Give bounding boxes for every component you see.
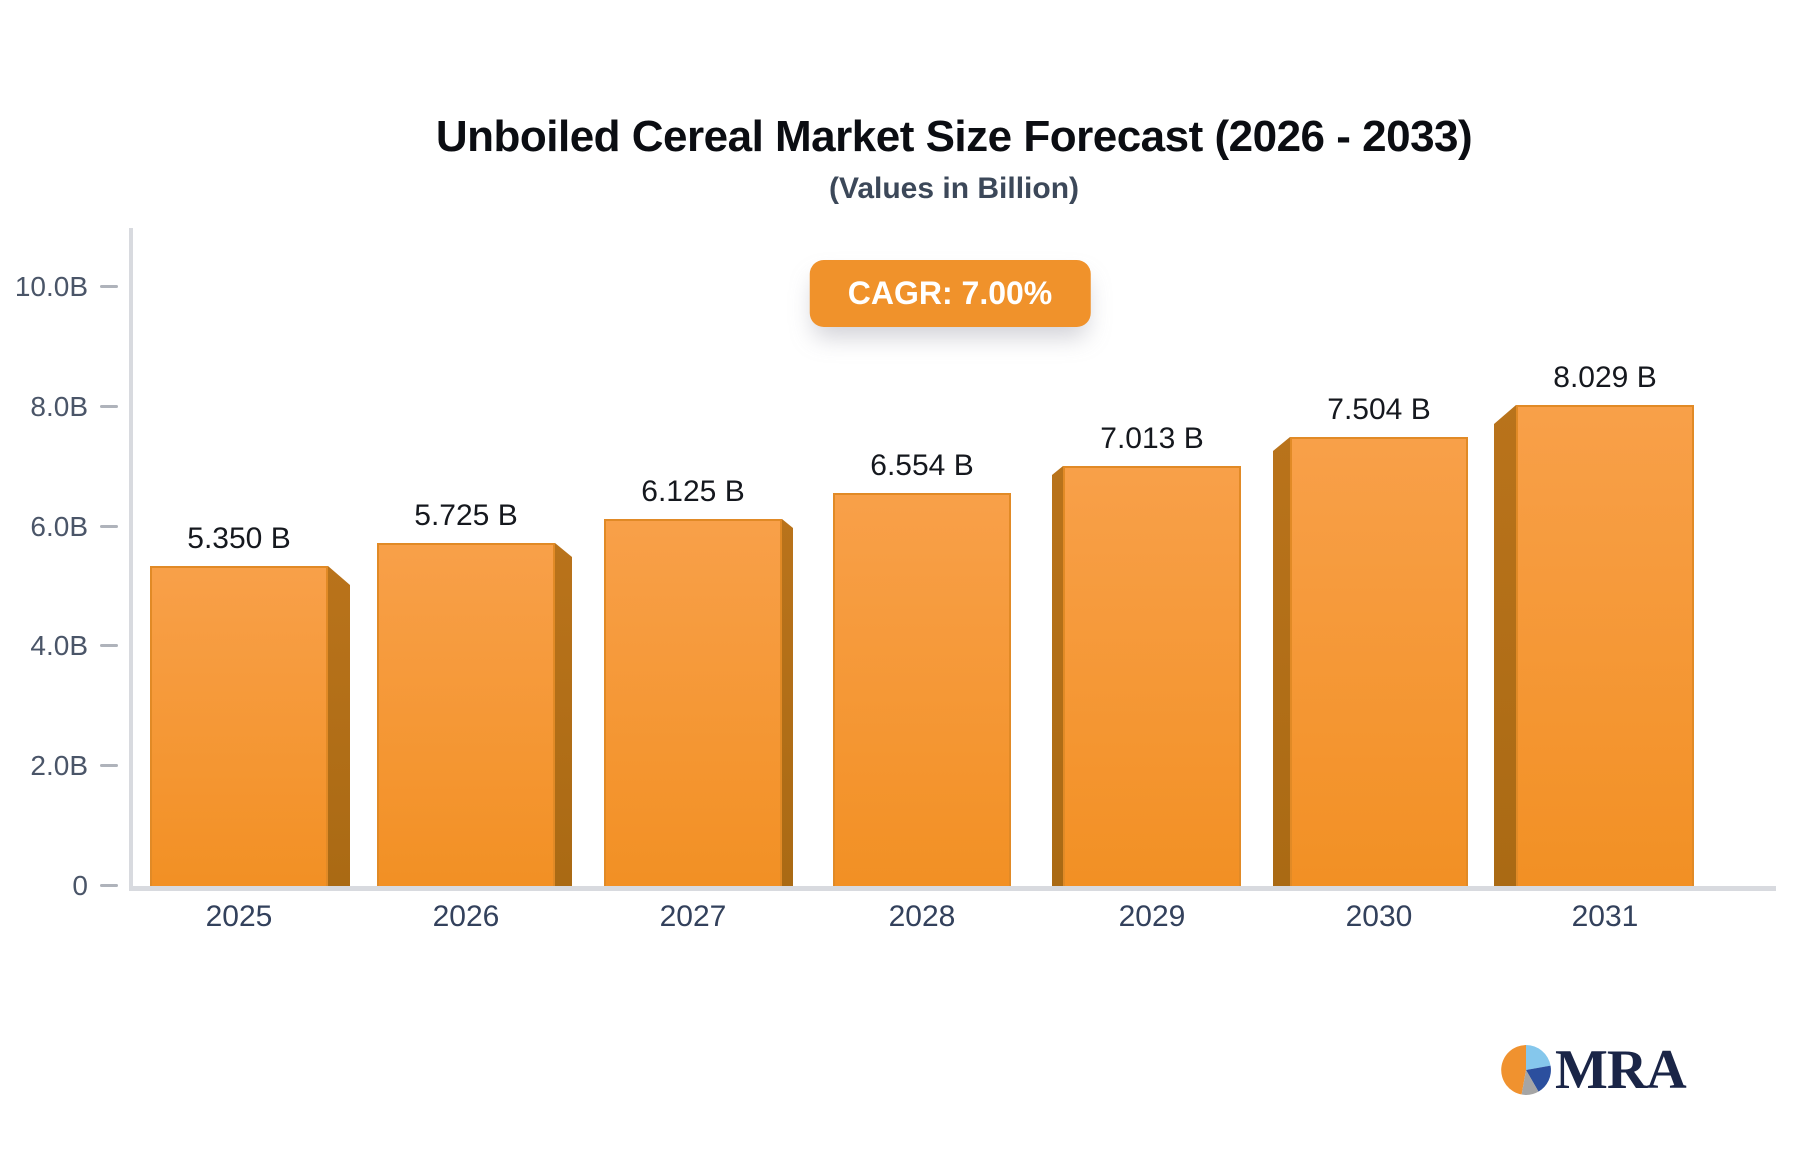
- x-tick-label-2031: 2031: [1571, 900, 1639, 933]
- x-tick-label-2030: 2030: [1345, 900, 1413, 933]
- bar-2025[interactable]: [150, 566, 328, 886]
- cagr-badge: CAGR: 7.00%: [809, 260, 1091, 327]
- bar-2027[interactable]: [604, 519, 782, 886]
- x-tick-label-2026: 2026: [432, 900, 500, 933]
- bar-value-label-2031: 8.029 B: [1553, 361, 1657, 394]
- y-tick-label-0: 0: [72, 870, 88, 901]
- bar-value-label-2025: 5.350 B: [187, 522, 291, 555]
- bar-2030[interactable]: [1290, 437, 1468, 886]
- x-axis-line: [129, 886, 1776, 891]
- bar-value-label-2030: 7.504 B: [1327, 393, 1431, 426]
- y-tick-label-2.0B: 2.0B: [30, 750, 88, 781]
- chart-subtitle: (Values in Billion): [828, 172, 1080, 205]
- y-tick-dash: [100, 764, 118, 767]
- x-tick-label-2027: 2027: [659, 900, 727, 933]
- y-tick-dash: [100, 644, 118, 647]
- y-tick-dash: [100, 884, 118, 887]
- bar-side-2031[interactable]: [1494, 405, 1516, 886]
- y-tick-dash: [100, 285, 118, 288]
- y-tick-label-8.0B: 8.0B: [30, 391, 88, 422]
- x-tick-label-2025: 2025: [205, 900, 273, 933]
- bar-2029[interactable]: [1063, 466, 1241, 886]
- bar-side-2026[interactable]: [555, 543, 572, 886]
- bar-value-label-2026: 5.725 B: [414, 499, 518, 532]
- bar-2026[interactable]: [377, 543, 555, 886]
- bar-2028[interactable]: [833, 493, 1011, 886]
- mra-logo-text: MRA: [1555, 1039, 1687, 1101]
- bar-side-2027[interactable]: [782, 519, 793, 886]
- y-tick-label-6.0B: 6.0B: [30, 511, 88, 542]
- y-tick-dash: [100, 525, 118, 528]
- y-tick-dash: [100, 405, 118, 408]
- x-tick-label-2029: 2029: [1118, 900, 1186, 933]
- bar-side-2029[interactable]: [1052, 466, 1063, 886]
- y-axis-line: [129, 228, 133, 891]
- bar-value-label-2027: 6.125 B: [641, 475, 745, 508]
- y-tick-label-4.0B: 4.0B: [30, 630, 88, 661]
- y-tick-label-10.0B: 10.0B: [14, 271, 88, 302]
- bar-2031[interactable]: [1516, 405, 1694, 886]
- chart-title: Unboiled Cereal Market Size Forecast (20…: [435, 112, 1473, 161]
- bar-side-2030[interactable]: [1273, 437, 1290, 886]
- mra-pie-icon: [1501, 1045, 1551, 1095]
- mra-logo: MRA: [1500, 1038, 1687, 1102]
- bar-side-2025[interactable]: [328, 566, 350, 886]
- x-tick-label-2028: 2028: [888, 900, 956, 933]
- bar-value-label-2028: 6.554 B: [870, 449, 974, 482]
- bar-value-label-2029: 7.013 B: [1100, 422, 1204, 455]
